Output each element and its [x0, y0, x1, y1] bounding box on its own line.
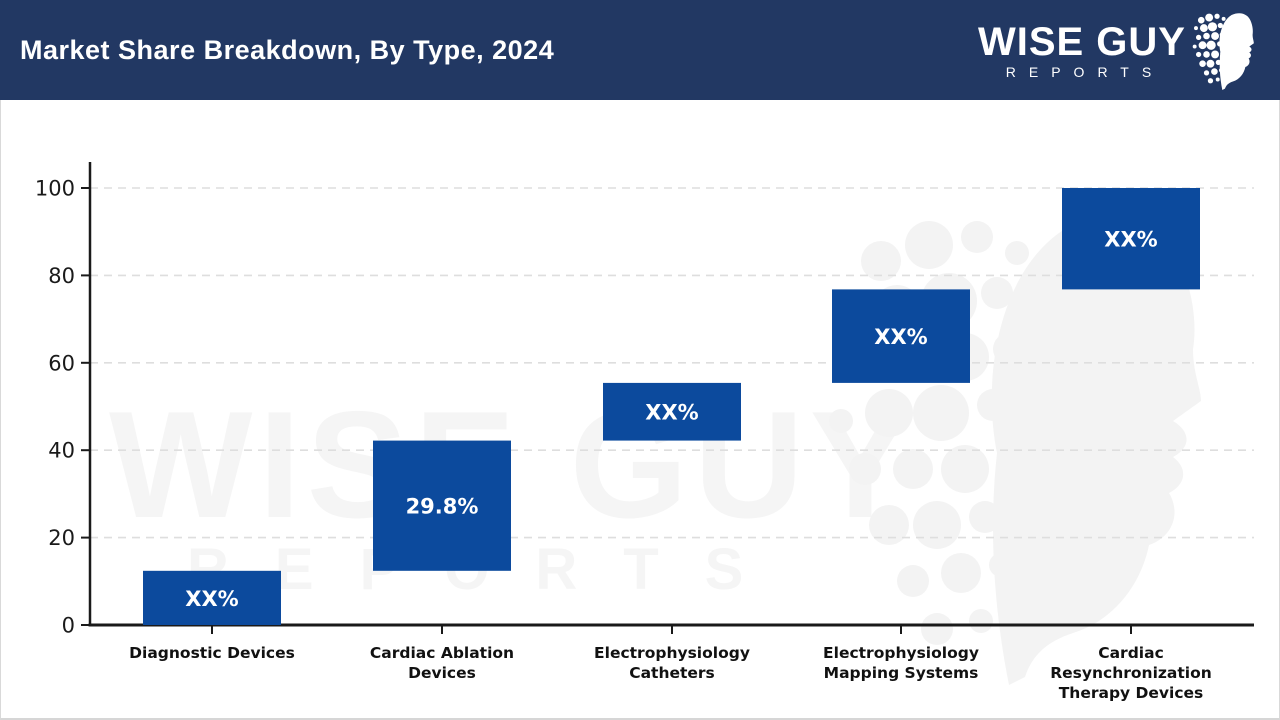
category-label: Cardiac: [1098, 644, 1164, 662]
category-label: Resynchronization: [1050, 664, 1212, 682]
wiseguy-logo: WISE GUY REPORTS: [978, 11, 1254, 90]
logo-subtitle: REPORTS: [1005, 63, 1165, 80]
bar-segment-0: [143, 570, 281, 625]
category-label: Mapping Systems: [824, 664, 979, 682]
y-tick-label: 80: [48, 264, 75, 288]
category-label: Electrophysiology: [823, 644, 979, 662]
bar-value-label: XX%: [645, 401, 698, 425]
bar-value-label: XX%: [1104, 228, 1157, 252]
bar-value-label: XX%: [874, 325, 927, 349]
bar-value-label: XX%: [185, 587, 238, 611]
y-tick-label: 20: [48, 526, 75, 550]
category-label: Therapy Devices: [1059, 684, 1204, 702]
y-tick-label: 60: [48, 351, 75, 375]
y-tick-label: 40: [48, 439, 75, 463]
category-label: Electrophysiology: [594, 644, 750, 662]
category-label: Diagnostic Devices: [129, 644, 295, 662]
chart-svg: 0 20 40 60 80 100 XX% Diagnostic Devices 29.8% Ca…: [35, 162, 1254, 702]
wiseguy-head-icon: [1188, 11, 1254, 90]
bar-segment-1: [373, 440, 511, 571]
category-label: Devices: [408, 664, 476, 682]
bar-value-label: 29.8%: [406, 495, 479, 519]
y-tick-label: 100: [35, 177, 75, 201]
category-label: Cardiac Ablation: [370, 644, 514, 662]
chart-area: WISE GUY REPORTS 020406080100XX%Diagnost…: [0, 100, 1280, 720]
header-bar: Market Share Breakdown, By Type, 2024 WI…: [0, 0, 1280, 100]
page-title: Market Share Breakdown, By Type, 2024: [20, 34, 555, 65]
bar-segment-2: [603, 382, 741, 441]
y-tick-label: 0: [62, 614, 75, 638]
category-label: Catheters: [629, 664, 715, 682]
logo-wordmark: WISE GUY: [977, 19, 1186, 64]
